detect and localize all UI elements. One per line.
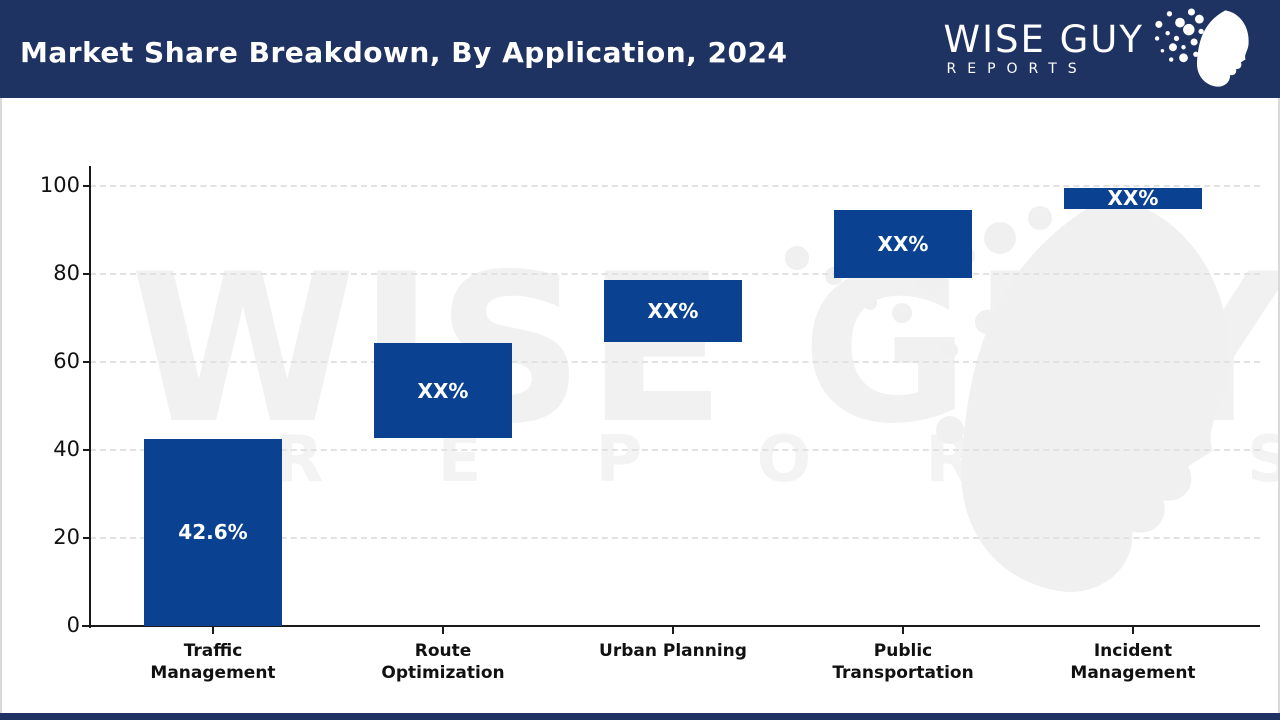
brand-logo-text: WISE GUY REPORTS <box>943 18 1144 77</box>
bar-value-label: 42.6% <box>178 520 248 545</box>
y-tick-label: 20 <box>53 525 80 549</box>
y-tick-label: 100 <box>39 173 80 197</box>
x-axis-label-urban-planning: Urban Planning <box>599 641 747 661</box>
brand-face-icon <box>1154 8 1249 87</box>
x-axis-tick <box>672 627 674 634</box>
y-tick-label: 0 <box>66 613 80 637</box>
y-tick-label: 40 <box>53 437 80 461</box>
bar-urban-planning: XX% <box>604 279 742 343</box>
page-title: Market Share Breakdown, By Application, … <box>20 35 788 69</box>
bar-public-transportation: XX% <box>834 209 972 278</box>
brand-name: WISE GUY <box>943 18 1144 62</box>
y-tick-label: 60 <box>53 349 80 373</box>
bar-route-optimization: XX% <box>374 343 512 439</box>
y-axis-tick <box>83 273 90 275</box>
y-axis-tick <box>83 537 90 539</box>
x-axis-label-incident-management: Incident Management <box>1070 641 1196 684</box>
brand-logo: WISE GUY REPORTS <box>944 5 1254 93</box>
bar-traffic-management: 42.6% <box>144 438 282 626</box>
brand-subname: REPORTS <box>946 60 1088 77</box>
y-tick-label: 80 <box>53 261 80 285</box>
header: Market Share Breakdown, By Application, … <box>0 0 1280 98</box>
y-axis-tick <box>83 361 90 363</box>
x-axis-tick <box>212 627 214 634</box>
gridline-100 <box>90 185 1260 187</box>
x-axis-label-public-transportation: Public Transportation <box>832 641 974 684</box>
y-axis-tick <box>83 185 90 187</box>
x-axis-tick <box>902 627 904 634</box>
footer-bar <box>0 713 1280 720</box>
bar-value-label: XX% <box>647 298 699 323</box>
chart-region: WISE GUY R E P O R T S 0 20 40 60 80 100 42 <box>0 98 1280 713</box>
y-axis-tick <box>83 449 90 451</box>
bar-value-label: XX% <box>877 231 929 256</box>
bar-incident-management: XX% <box>1064 186 1202 211</box>
gridline-20 <box>90 537 1260 539</box>
bar-value-label: XX% <box>1107 186 1159 211</box>
gridline-60 <box>90 361 1260 363</box>
x-axis-label-traffic-management: Traffic Management <box>150 641 276 684</box>
x-axis-label-route-optimization: Route Optimization <box>381 641 505 684</box>
x-axis-tick <box>1132 627 1134 634</box>
gridline-40 <box>90 449 1260 451</box>
bar-value-label: XX% <box>417 378 469 403</box>
gridline-80 <box>90 273 1260 275</box>
plot-area: 0 20 40 60 80 100 42.6% Traffic Management XX% Ro… <box>2 98 1278 713</box>
x-axis-line <box>82 625 1260 627</box>
y-axis-line <box>89 166 91 628</box>
x-axis-tick <box>442 627 444 634</box>
